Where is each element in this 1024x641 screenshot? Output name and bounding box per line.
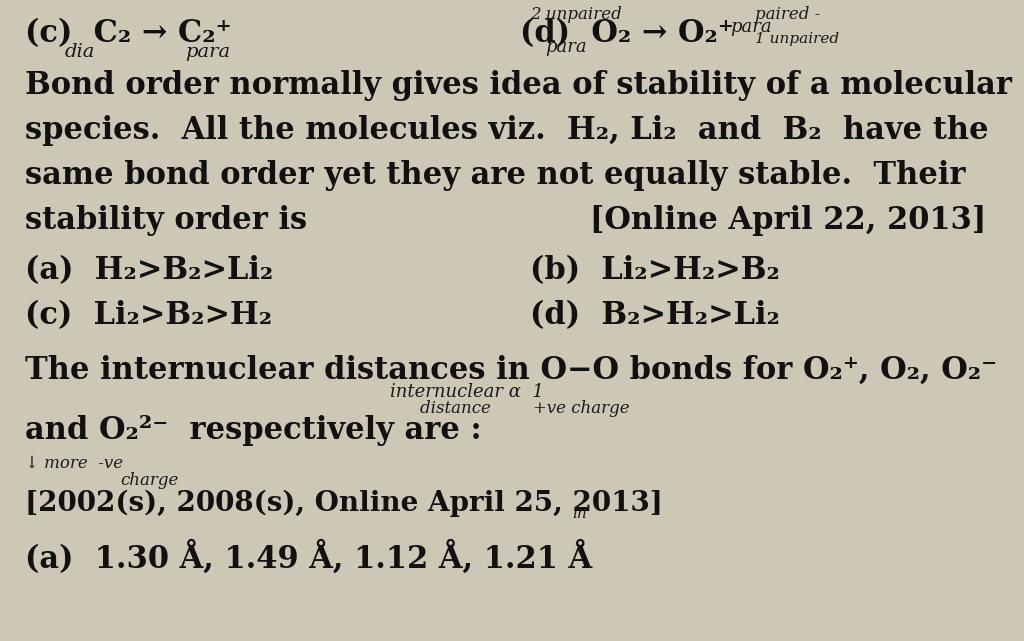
Text: (c)  Li₂>B₂>H₂: (c) Li₂>B₂>H₂ (25, 300, 272, 331)
Text: (a)  1.30 Å, 1.49 Å, 1.12 Å, 1.21 Å: (a) 1.30 Å, 1.49 Å, 1.12 Å, 1.21 Å (25, 540, 592, 574)
Text: (d)  B₂>H₂>Li₂: (d) B₂>H₂>Li₂ (530, 300, 780, 331)
Text: (a)  H₂>B₂>Li₂: (a) H₂>B₂>Li₂ (25, 255, 273, 286)
Text: [2002(s), 2008(s), Online April 25, 2013]: [2002(s), 2008(s), Online April 25, 2013… (25, 490, 663, 517)
Text: The internuclear distances in O−O bonds for O₂⁺, O₂, O₂⁻: The internuclear distances in O−O bonds … (25, 355, 997, 386)
Text: Bond order normally gives idea of stability of a molecular: Bond order normally gives idea of stabil… (25, 70, 1012, 101)
Text: distance        +ve charge: distance +ve charge (420, 400, 630, 417)
Text: (d)  O₂ → O₂⁺: (d) O₂ → O₂⁺ (520, 18, 734, 49)
Text: [Online April 22, 2013]: [Online April 22, 2013] (590, 205, 986, 236)
Text: paired -: paired - (755, 6, 820, 23)
Text: charge: charge (120, 472, 178, 489)
Text: and O₂²⁻  respectively are :: and O₂²⁻ respectively are : (25, 415, 481, 446)
Text: 1 unpaired: 1 unpaired (755, 32, 839, 46)
Text: (b)  Li₂>H₂>B₂: (b) Li₂>H₂>B₂ (530, 255, 780, 286)
Text: para: para (730, 18, 772, 36)
Text: 2 unpaired: 2 unpaired (530, 6, 622, 23)
Text: para: para (545, 38, 587, 56)
Text: para: para (185, 43, 230, 61)
Text: same bond order yet they are not equally stable.  Their: same bond order yet they are not equally… (25, 160, 966, 191)
Text: internuclear α  1: internuclear α 1 (390, 383, 544, 401)
Text: ↓ more  -ve: ↓ more -ve (25, 455, 123, 472)
Text: species.  All the molecules viz.  H₂, Li₂  and  B₂  have the: species. All the molecules viz. H₂, Li₂ … (25, 115, 988, 146)
Text: stability order is: stability order is (25, 205, 307, 236)
Text: in: in (572, 507, 587, 521)
Text: (c)  C₂ → C₂⁺: (c) C₂ → C₂⁺ (25, 18, 231, 49)
Text: dia: dia (65, 43, 95, 61)
